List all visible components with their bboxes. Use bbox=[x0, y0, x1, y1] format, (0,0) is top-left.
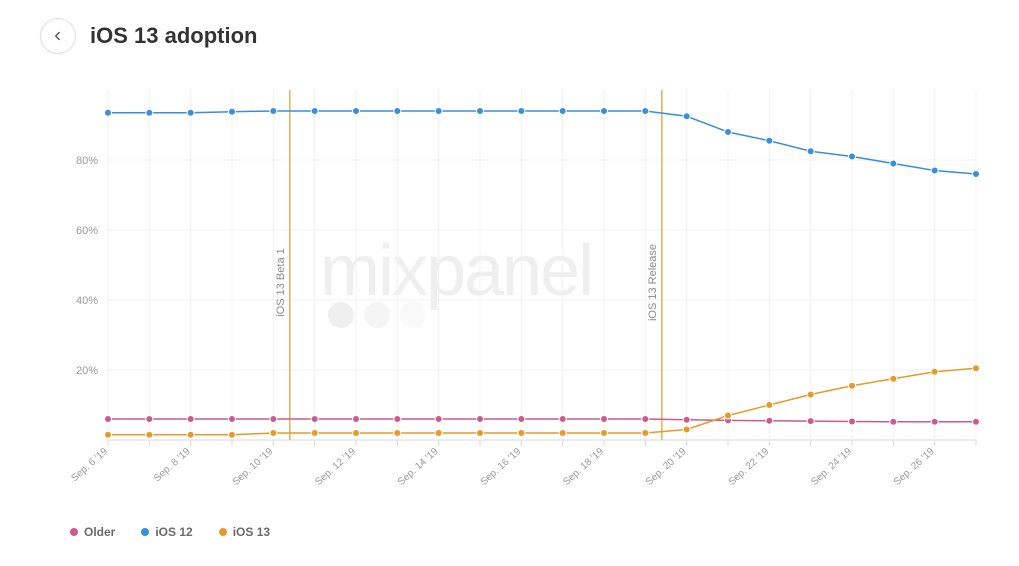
page-header: iOS 13 adoption bbox=[0, 0, 1019, 54]
chart-legend: Older iOS 12 iOS 13 bbox=[70, 525, 270, 539]
back-button[interactable] bbox=[40, 18, 76, 54]
svg-text:Sep. 12 '19: Sep. 12 '19 bbox=[313, 446, 358, 488]
svg-text:20%: 20% bbox=[76, 365, 98, 377]
legend-item-older[interactable]: Older bbox=[70, 525, 115, 539]
adoption-chart: 20% 40% 60% 80% Sep. 6 '19 Sep. 8 '19 Sep. 10 … bbox=[60, 80, 980, 510]
svg-text:Sep. 14 '19: Sep. 14 '19 bbox=[396, 446, 441, 488]
svg-text:Sep. 24 '19: Sep. 24 '19 bbox=[809, 446, 854, 488]
legend-item-ios12[interactable]: iOS 12 bbox=[141, 525, 192, 539]
svg-text:Sep. 8 '19: Sep. 8 '19 bbox=[152, 446, 193, 484]
chart-svg: 20% 40% 60% 80% Sep. 6 '19 Sep. 8 '19 Sep. 10 … bbox=[60, 80, 980, 510]
page-title: iOS 13 adoption bbox=[90, 23, 257, 49]
arrow-left-icon bbox=[51, 29, 65, 43]
svg-text:Sep. 22 '19: Sep. 22 '19 bbox=[727, 446, 772, 488]
legend-item-ios13[interactable]: iOS 13 bbox=[219, 525, 270, 539]
svg-text:Sep. 26 '19: Sep. 26 '19 bbox=[892, 446, 937, 488]
svg-text:Sep. 18 '19: Sep. 18 '19 bbox=[561, 446, 606, 488]
svg-text:Sep. 16 '19: Sep. 16 '19 bbox=[479, 446, 524, 488]
legend-dot bbox=[141, 528, 149, 536]
svg-text:Sep. 10 '19: Sep. 10 '19 bbox=[231, 446, 276, 488]
legend-label: iOS 12 bbox=[155, 525, 192, 539]
legend-dot bbox=[70, 528, 78, 536]
svg-text:40%: 40% bbox=[76, 295, 98, 307]
svg-text:Sep. 6 '19: Sep. 6 '19 bbox=[69, 446, 110, 484]
svg-text:60%: 60% bbox=[76, 225, 98, 237]
legend-dot bbox=[219, 528, 227, 536]
svg-text:iOS 13 Release: iOS 13 Release bbox=[647, 244, 659, 321]
legend-label: Older bbox=[84, 525, 115, 539]
legend-label: iOS 13 bbox=[233, 525, 270, 539]
svg-text:Sep. 20 '19: Sep. 20 '19 bbox=[644, 446, 689, 488]
page-root: iOS 13 adoption mixpanel 20%40%60%80%Sep… bbox=[0, 0, 1019, 566]
svg-text:iOS 13 Beta 1: iOS 13 Beta 1 bbox=[275, 248, 287, 317]
svg-text:80%: 80% bbox=[76, 155, 98, 167]
